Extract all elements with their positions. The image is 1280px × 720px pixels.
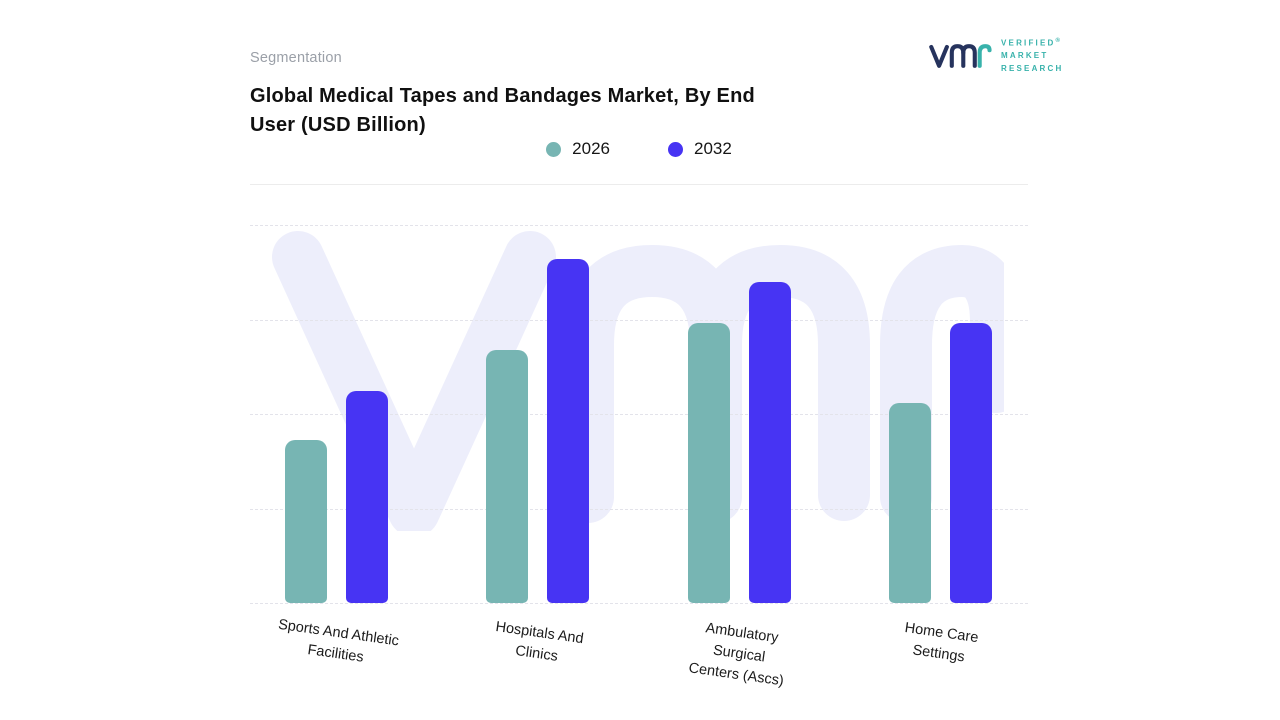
legend-dot-2032 — [668, 141, 683, 157]
bar-2032-3[interactable] — [748, 281, 791, 603]
bar-2032-4[interactable] — [949, 323, 992, 603]
brand-logo: VERIFIED® MARKET RESEARCH — [928, 36, 1064, 76]
eyebrow-segmentation: Segmentation — [250, 50, 342, 66]
gridline-0 — [250, 603, 1028, 604]
logo-word-market: MARKET — [1001, 51, 1049, 61]
brand-wordmark: VERIFIED® MARKET RESEARCH — [1001, 37, 1064, 75]
logo-word-research: RESEARCH — [1001, 63, 1064, 73]
chart-legend: 2026 2032 — [250, 135, 1028, 163]
x-axis-label-4: Home Care Settings — [904, 620, 980, 666]
bar-2026-2[interactable] — [486, 349, 529, 603]
bar-2032-1[interactable] — [346, 391, 388, 603]
bar-group-4: Home Care Settings — [888, 225, 992, 665]
gridline-100 — [250, 225, 1028, 226]
x-axis-label-3: Ambulatory Surgical Centers (Ascs) — [687, 620, 785, 690]
bar-2026-3[interactable] — [687, 323, 730, 603]
logo-word-verified: VERIFIED — [1001, 38, 1056, 48]
bar-groups: Sports And Athletic Facilities Hospitals A… — [250, 225, 1028, 689]
legend-label-2026: 2026 — [572, 139, 610, 158]
bar-group-3: Ambulatory Surgical Centers (Ascs) — [687, 225, 791, 689]
legend-item-2032[interactable]: 2032 — [668, 139, 732, 159]
legend-dot-2026 — [546, 141, 562, 157]
bar-2026-1[interactable] — [285, 440, 327, 603]
legend-label-2032: 2032 — [694, 139, 732, 158]
legend-item-2026[interactable]: 2026 — [546, 139, 610, 159]
header-divider — [250, 184, 1028, 185]
x-axis-label-2: Hospitals And Clinics — [494, 619, 585, 665]
bar-2026-4[interactable] — [888, 402, 931, 603]
bar-2032-2[interactable] — [547, 259, 590, 603]
registered-mark: ® — [1055, 38, 1060, 45]
vmr-logo-icon — [929, 44, 992, 68]
bar-group-2: Hospitals And Clinics — [486, 225, 590, 665]
chart-title: Global Medical Tapes and Bandages Market… — [250, 85, 755, 136]
x-axis-label-1: Sports And Athletic Facilities — [276, 616, 400, 666]
bar-group-1: Sports And Athletic Facilities — [277, 225, 399, 666]
chart-area: Sports And Athletic Facilities Hospitals A… — [250, 225, 1028, 689]
